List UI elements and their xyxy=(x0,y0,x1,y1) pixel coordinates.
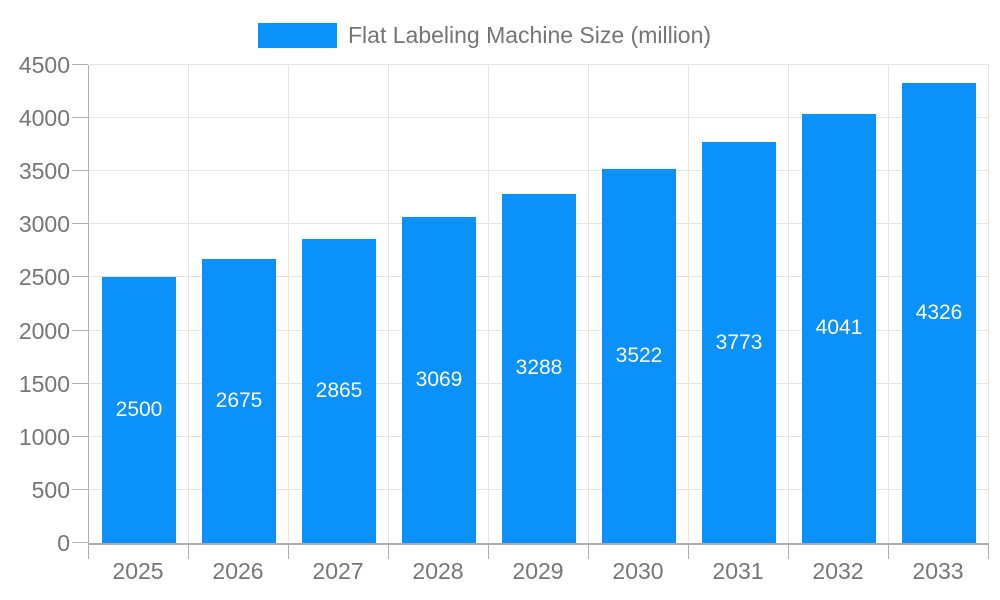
y-axis-tick-label: 2000 xyxy=(18,317,70,344)
y-axis-tick-label: 2500 xyxy=(18,264,70,291)
x-axis-tick xyxy=(388,545,389,559)
y-axis-tick xyxy=(72,382,88,384)
bar-value-label: 3288 xyxy=(515,356,563,380)
gridline-vertical xyxy=(588,65,589,543)
legend-label: Flat Labeling Machine Size (million) xyxy=(348,22,712,48)
bar-2033[interactable]: 4326 xyxy=(902,83,976,543)
x-axis-tick-label: 2026 xyxy=(212,558,264,584)
y-axis-tick-label: 4000 xyxy=(18,105,70,132)
x-axis-tick-label: 2033 xyxy=(912,558,964,584)
y-axis-tick xyxy=(72,170,88,172)
bar-2026[interactable]: 2675 xyxy=(202,258,276,543)
bar-value-label: 2500 xyxy=(115,398,163,422)
y-axis-tick xyxy=(72,435,88,437)
gridline-vertical xyxy=(288,65,289,543)
x-axis-tick xyxy=(188,545,189,559)
x-axis-labels: 2025 2026 2027 2028 2029 2030 2031 2032 2033 xyxy=(88,558,988,588)
x-axis-tick xyxy=(888,545,889,559)
bar-2031[interactable]: 3773 xyxy=(702,142,776,543)
y-axis-tick-label: 1500 xyxy=(18,370,70,397)
y-axis-tick-label: 0 xyxy=(57,530,70,556)
x-axis-tick-label: 2029 xyxy=(512,558,564,584)
gridline-horizontal xyxy=(89,170,989,172)
y-axis-labels: 0 500 1000 1500 2000 2500 3000 3500 4000 4500 xyxy=(0,52,70,556)
gridline-vertical xyxy=(188,65,189,543)
bar-value-label: 4326 xyxy=(915,301,963,325)
y-axis-tick xyxy=(72,223,88,225)
gridline-vertical xyxy=(688,65,689,543)
legend-item[interactable]: Flat Labeling Machine Size (million) xyxy=(258,22,711,49)
plot-area: 2500 2675 2865 3069 3288 3522 3773 4041 4326 xyxy=(72,64,989,559)
gridline-vertical xyxy=(788,65,789,543)
gridline-vertical xyxy=(888,65,889,543)
x-axis-tick xyxy=(688,545,689,559)
x-axis-tick-label: 2032 xyxy=(812,558,864,584)
y-axis-tick-label: 500 xyxy=(31,476,70,503)
gridline-horizontal xyxy=(89,64,989,65)
bar-2027[interactable]: 2865 xyxy=(302,238,376,543)
gridline-vertical xyxy=(988,65,989,543)
y-axis-tick xyxy=(72,64,88,65)
bar-value-label: 3773 xyxy=(715,330,763,354)
x-axis-tick-label: 2025 xyxy=(112,558,164,584)
x-axis-tick-label: 2030 xyxy=(612,558,664,584)
x-axis-tick xyxy=(788,545,789,559)
bar-2028[interactable]: 3069 xyxy=(402,217,476,543)
gridline-vertical xyxy=(388,65,389,543)
bar-2032[interactable]: 4041 xyxy=(802,113,876,543)
y-axis-tick xyxy=(72,329,88,331)
bar-value-label: 3522 xyxy=(615,343,663,367)
x-axis-tick-label: 2031 xyxy=(712,558,764,584)
x-axis-tick xyxy=(988,545,989,559)
y-axis-tick-label: 3000 xyxy=(18,211,70,238)
x-axis-tick xyxy=(288,545,289,559)
x-axis-tick-label: 2027 xyxy=(312,558,364,584)
x-axis-tick xyxy=(588,545,589,559)
y-axis-tick xyxy=(72,276,88,278)
y-axis-tick-label: 1000 xyxy=(18,423,70,450)
y-axis-tick xyxy=(72,542,88,543)
bar-value-label: 3069 xyxy=(415,368,463,391)
bar-2030[interactable]: 3522 xyxy=(602,168,676,543)
y-axis-tick xyxy=(72,488,88,490)
bar-value-label: 2675 xyxy=(215,388,263,412)
bar-value-label: 4041 xyxy=(815,316,863,340)
x-axis-tick-label: 2028 xyxy=(412,558,464,584)
x-axis-tick xyxy=(88,545,89,559)
y-axis-tick xyxy=(72,117,88,119)
bar-value-label: 2865 xyxy=(315,378,363,402)
y-axis-tick-label: 4500 xyxy=(18,52,70,78)
y-axis-tick-label: 3500 xyxy=(18,158,70,185)
legend-swatch xyxy=(258,23,337,48)
bar-2025[interactable]: 2500 xyxy=(102,277,176,543)
x-axis-tick xyxy=(488,545,489,559)
gridline-horizontal xyxy=(89,117,989,119)
bar-2029[interactable]: 3288 xyxy=(502,193,576,543)
gridline-vertical xyxy=(488,65,489,543)
